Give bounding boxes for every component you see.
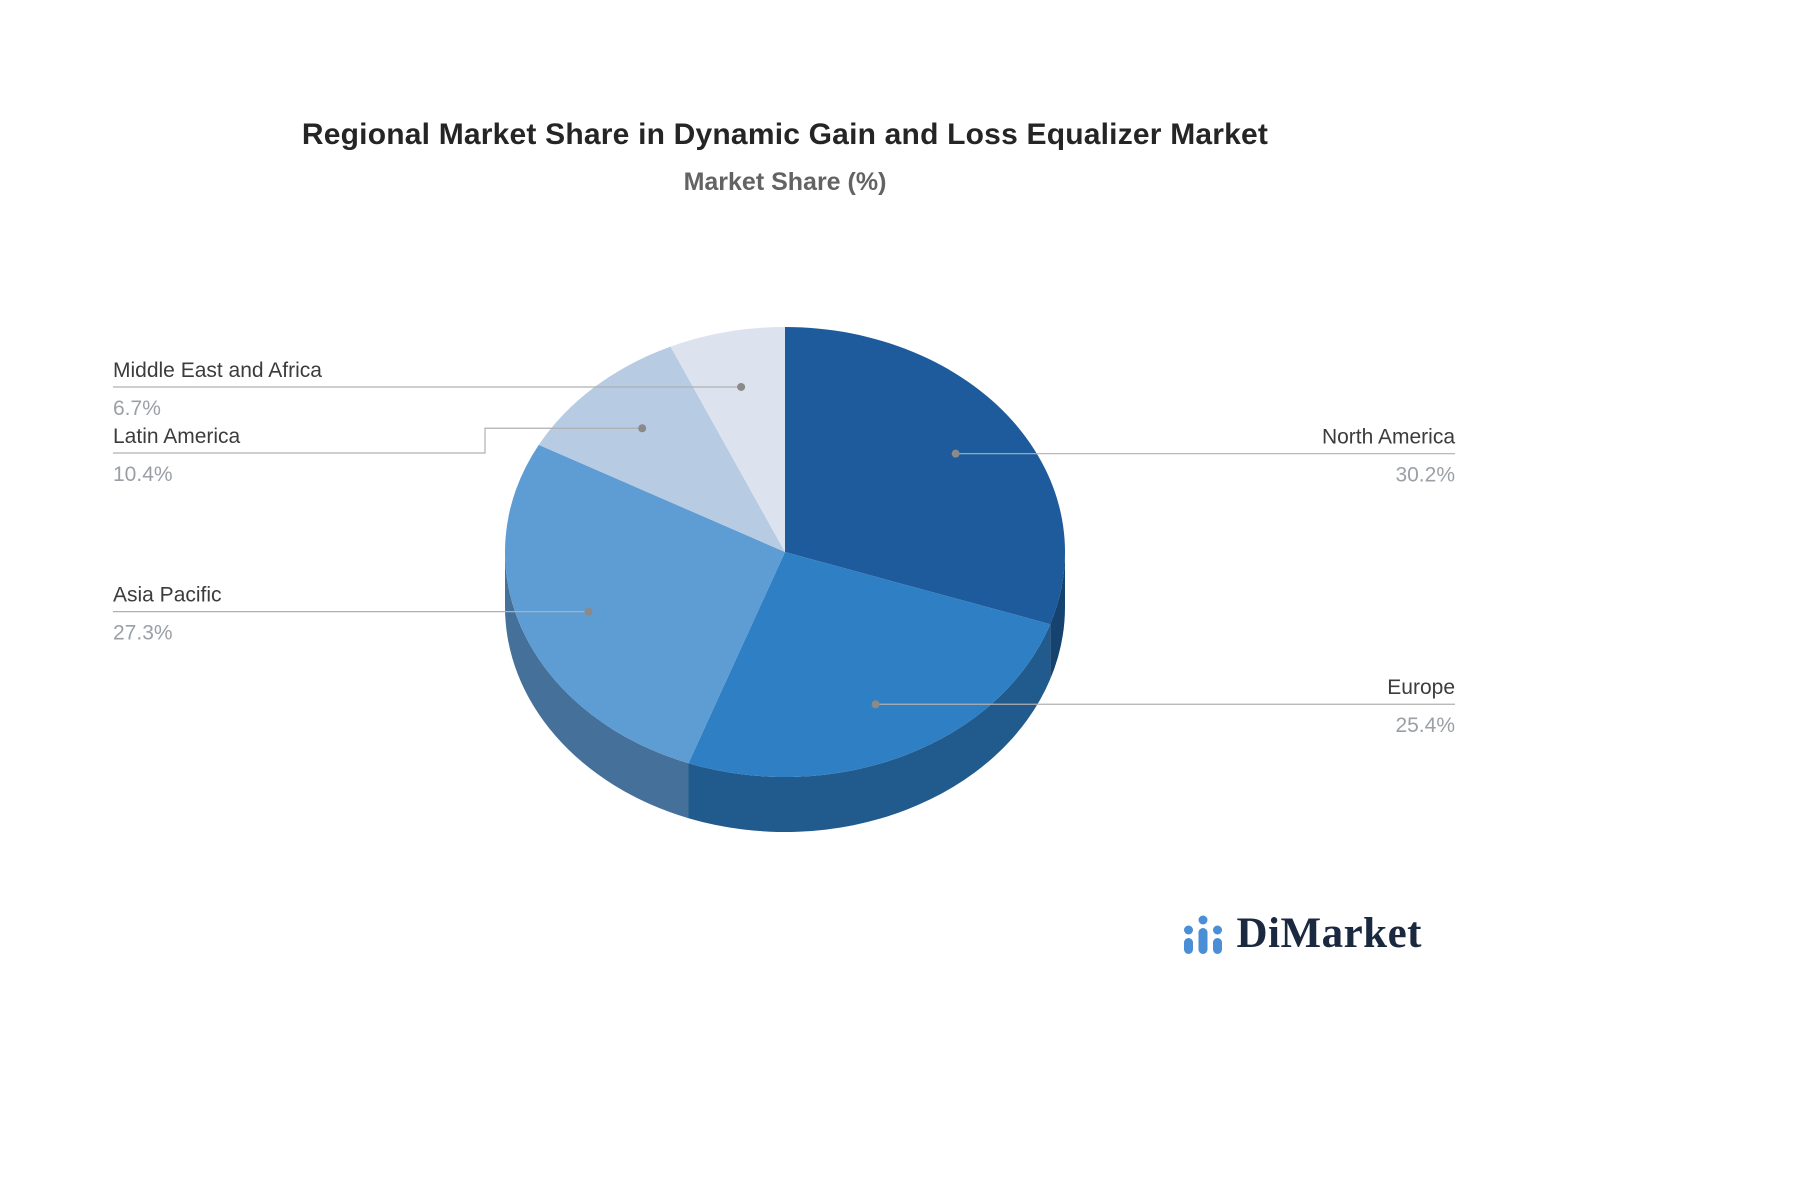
pie-slice-europe[interactable] bbox=[688, 552, 1051, 777]
chart-subtitle: Market Share (%) bbox=[683, 168, 887, 196]
pie-slice-latin-america[interactable] bbox=[538, 346, 785, 552]
pie-slice-side bbox=[505, 552, 689, 819]
slice-label: Europe bbox=[1387, 676, 1455, 699]
slice-value: 6.7% bbox=[113, 397, 161, 420]
pie-slice-north-america[interactable] bbox=[785, 327, 1065, 625]
slice-label: Middle East and Africa bbox=[113, 359, 322, 382]
slice-label: Asia Pacific bbox=[113, 584, 222, 607]
leader-dot bbox=[871, 700, 880, 709]
pie-annotations: Middle East and Africa 6.7% Latin America 1… bbox=[113, 359, 1455, 737]
pie-slice-middle-east-and-africa[interactable] bbox=[670, 327, 785, 552]
pie-slice-asia-pacific[interactable] bbox=[504, 444, 785, 764]
pie-slices bbox=[504, 327, 1065, 777]
slice-value: 30.2% bbox=[1395, 464, 1455, 487]
slice-label: North America bbox=[1322, 426, 1455, 449]
slice-value: 25.4% bbox=[1395, 714, 1455, 737]
bar-chart-icon bbox=[1183, 915, 1222, 954]
pie-slice-side bbox=[688, 624, 1051, 832]
brand-logo: DiMarket bbox=[1180, 909, 1423, 958]
chart-title: Regional Market Share in Dynamic Gain an… bbox=[301, 118, 1269, 151]
leader-dot bbox=[638, 424, 647, 433]
slice-value: 10.4% bbox=[113, 463, 173, 486]
leader-line bbox=[113, 427, 643, 454]
leader-dot bbox=[737, 382, 746, 391]
slice-value: 27.3% bbox=[113, 622, 173, 645]
pie-slice-side bbox=[1050, 552, 1065, 680]
leader-dot bbox=[951, 449, 960, 458]
pie-depth bbox=[505, 552, 1065, 832]
brand-name: DiMarket bbox=[1236, 910, 1422, 957]
leader-dot bbox=[584, 607, 593, 616]
slice-label: Latin America bbox=[113, 425, 241, 448]
